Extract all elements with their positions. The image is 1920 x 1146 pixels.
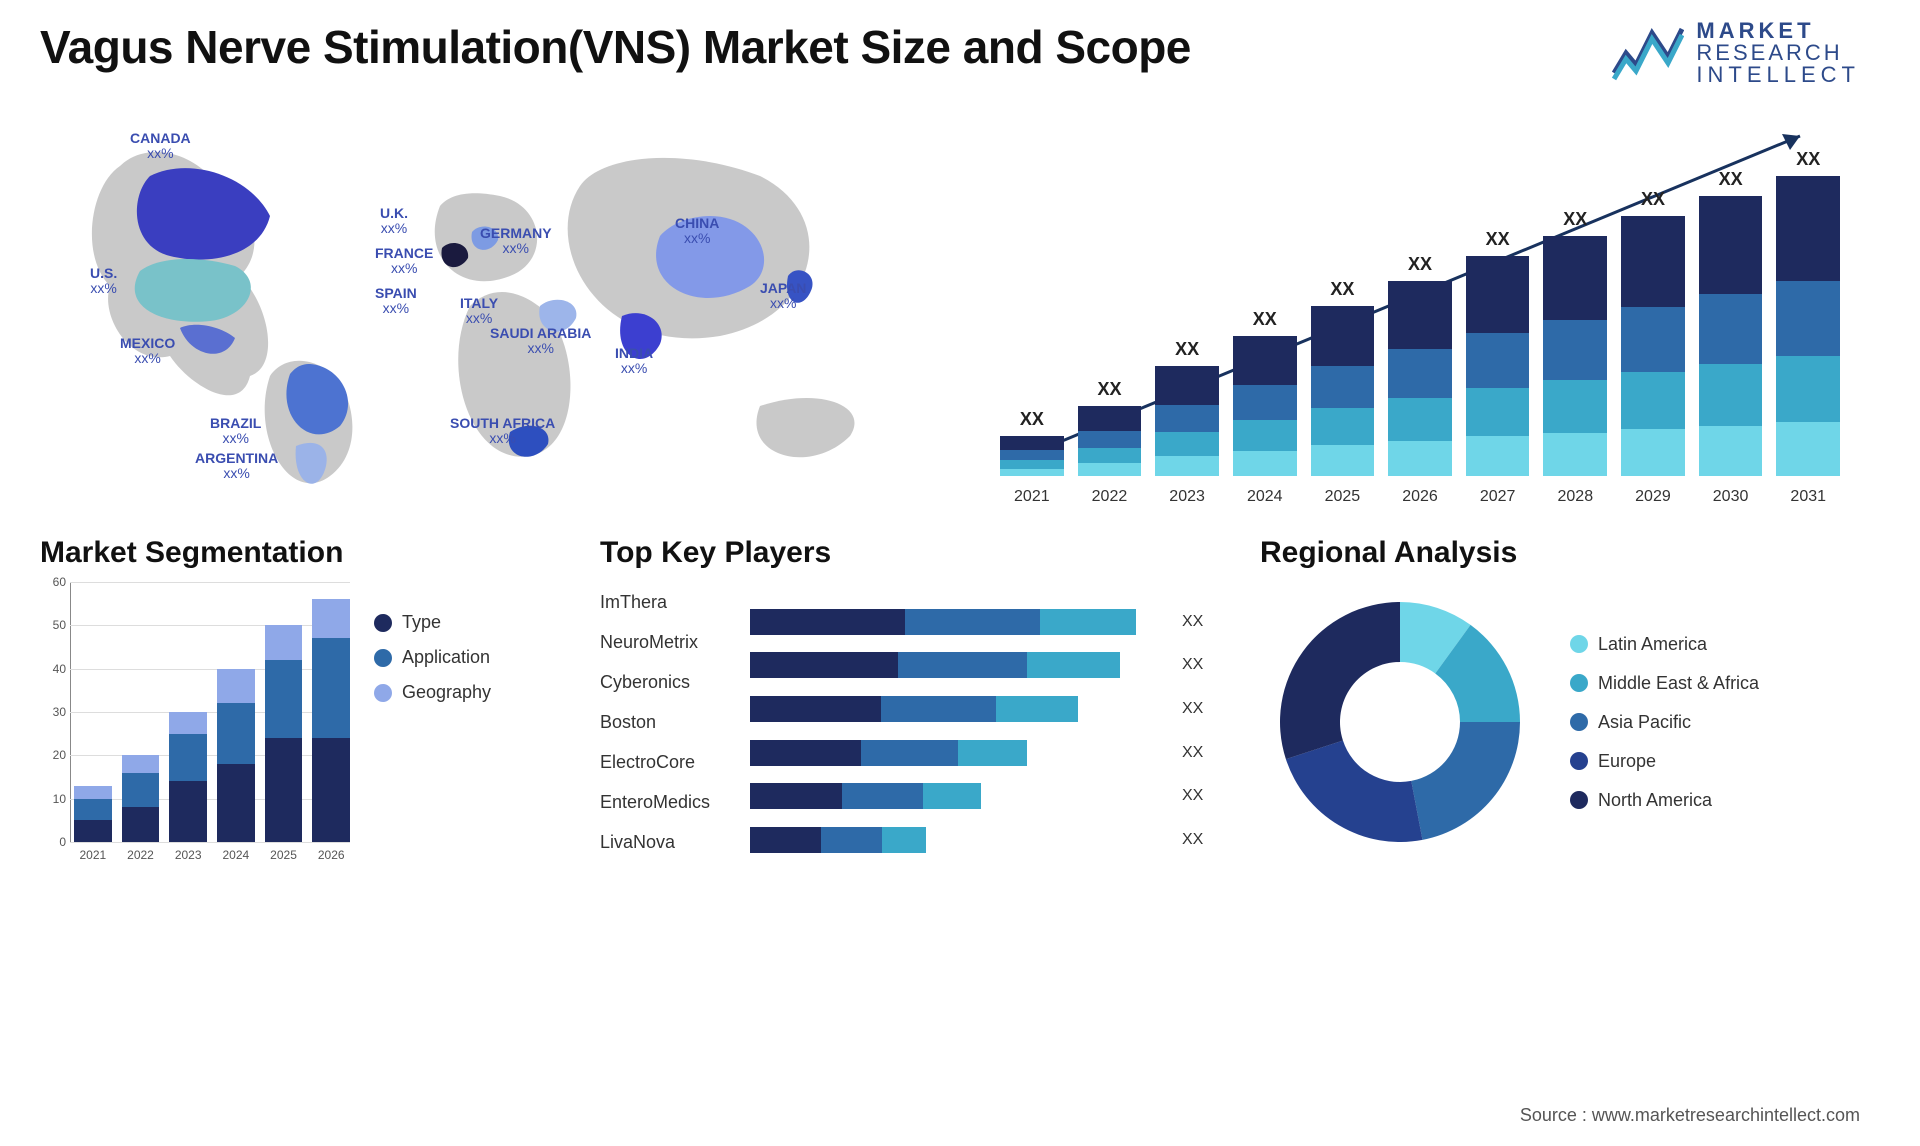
player-name: EnteroMedics [600, 792, 740, 813]
main-bar-2026: XX [1388, 254, 1452, 476]
player-name: ImThera [600, 592, 740, 613]
page-title: Vagus Nerve Stimulation(VNS) Market Size… [40, 20, 1191, 74]
seg-bar-2022 [122, 755, 160, 842]
map-label: U.S.xx% [90, 266, 117, 297]
segmentation-title: Market Segmentation [40, 536, 560, 570]
player-bar-row: XX [750, 783, 1220, 809]
regional-panel: Regional Analysis Latin America Middle Ea… [1260, 536, 1860, 862]
seg-legend-item: Type [374, 612, 491, 633]
map-label: MEXICOxx% [120, 336, 175, 367]
player-bar-row: XX [750, 696, 1220, 722]
segmentation-legend: Type Application Geography [374, 582, 491, 862]
seg-bar-2023 [169, 712, 207, 842]
player-name: NeuroMetrix [600, 632, 740, 653]
main-bar-2025: XX [1311, 279, 1375, 476]
logo-line3: INTELLECT [1696, 64, 1860, 86]
map-label: CANADAxx% [130, 131, 191, 162]
source-line: Source : www.marketresearchintellect.com [1520, 1105, 1860, 1126]
logo-line2: RESEARCH [1696, 42, 1860, 64]
main-bar-2027: XX [1466, 229, 1530, 476]
seg-bar-2021 [74, 786, 112, 842]
regional-legend: Latin America Middle East & Africa Asia Pa… [1570, 634, 1759, 811]
player-name: Boston [600, 712, 740, 733]
regional-legend-item: Latin America [1570, 634, 1759, 655]
regional-donut [1260, 582, 1540, 862]
map-label: SAUDI ARABIAxx% [490, 326, 591, 357]
player-bar-row: XX [750, 740, 1220, 766]
map-label: U.K.xx% [380, 206, 408, 237]
main-bar-2029: XX [1621, 189, 1685, 476]
segmentation-chart: 0102030405060202120222023202420252026 [40, 582, 350, 862]
player-name: LivaNova [600, 832, 740, 853]
world-map-panel: CANADAxx% U.S.xx% MEXICOxx% BRAZILxx% ARGENT… [40, 106, 940, 506]
regional-legend-item: Middle East & Africa [1570, 673, 1759, 694]
seg-bar-2024 [217, 669, 255, 842]
map-label: SOUTH AFRICAxx% [450, 416, 555, 447]
segmentation-panel: Market Segmentation 01020304050602021202… [40, 536, 560, 862]
key-players-panel: Top Key Players ImThera NeuroMetrix Cybero… [600, 536, 1220, 862]
player-name: ElectroCore [600, 752, 740, 773]
main-bar-2023: XX [1155, 339, 1219, 476]
map-label: ITALYxx% [460, 296, 498, 327]
main-bar-2028: XX [1543, 209, 1607, 476]
map-label: JAPANxx% [760, 281, 806, 312]
map-label: INDIAxx% [615, 346, 653, 377]
regional-title: Regional Analysis [1260, 536, 1860, 570]
player-name: Cyberonics [600, 672, 740, 693]
main-bar-2024: XX [1233, 309, 1297, 476]
player-bar-row: XX [750, 827, 1220, 853]
main-bar-2022: XX [1078, 379, 1142, 476]
map-label: GERMANYxx% [480, 226, 552, 257]
main-bar-2030: XX [1699, 169, 1763, 476]
player-bar-row: XX [750, 652, 1220, 678]
map-label: CHINAxx% [675, 216, 719, 247]
map-label: SPAINxx% [375, 286, 417, 317]
regional-legend-item: Europe [1570, 751, 1759, 772]
main-bar-2021: XX [1000, 409, 1064, 476]
seg-bar-2025 [265, 625, 303, 842]
key-players-bars: XX XX XX XX XX XX [750, 582, 1220, 862]
player-bar-row: XX [750, 609, 1220, 635]
key-players-list: ImThera NeuroMetrix Cyberonics Boston Electr… [600, 582, 740, 862]
regional-legend-item: North America [1570, 790, 1759, 811]
regional-legend-item: Asia Pacific [1570, 712, 1759, 733]
seg-legend-item: Application [374, 647, 491, 668]
seg-bar-2026 [312, 599, 350, 842]
key-players-title: Top Key Players [600, 536, 1220, 570]
logo-line1: MARKET [1696, 20, 1860, 42]
seg-legend-item: Geography [374, 682, 491, 703]
brand-logo: MARKET RESEARCH INTELLECT [1612, 20, 1860, 86]
main-bar-2031: XX [1776, 149, 1840, 476]
map-label: ARGENTINAxx% [195, 451, 278, 482]
map-label: FRANCExx% [375, 246, 433, 277]
map-label: BRAZILxx% [210, 416, 261, 447]
main-growth-chart: XXXXXXXXXXXXXXXXXXXXXX 20212022202320242… [980, 106, 1860, 506]
logo-icon [1612, 23, 1684, 83]
